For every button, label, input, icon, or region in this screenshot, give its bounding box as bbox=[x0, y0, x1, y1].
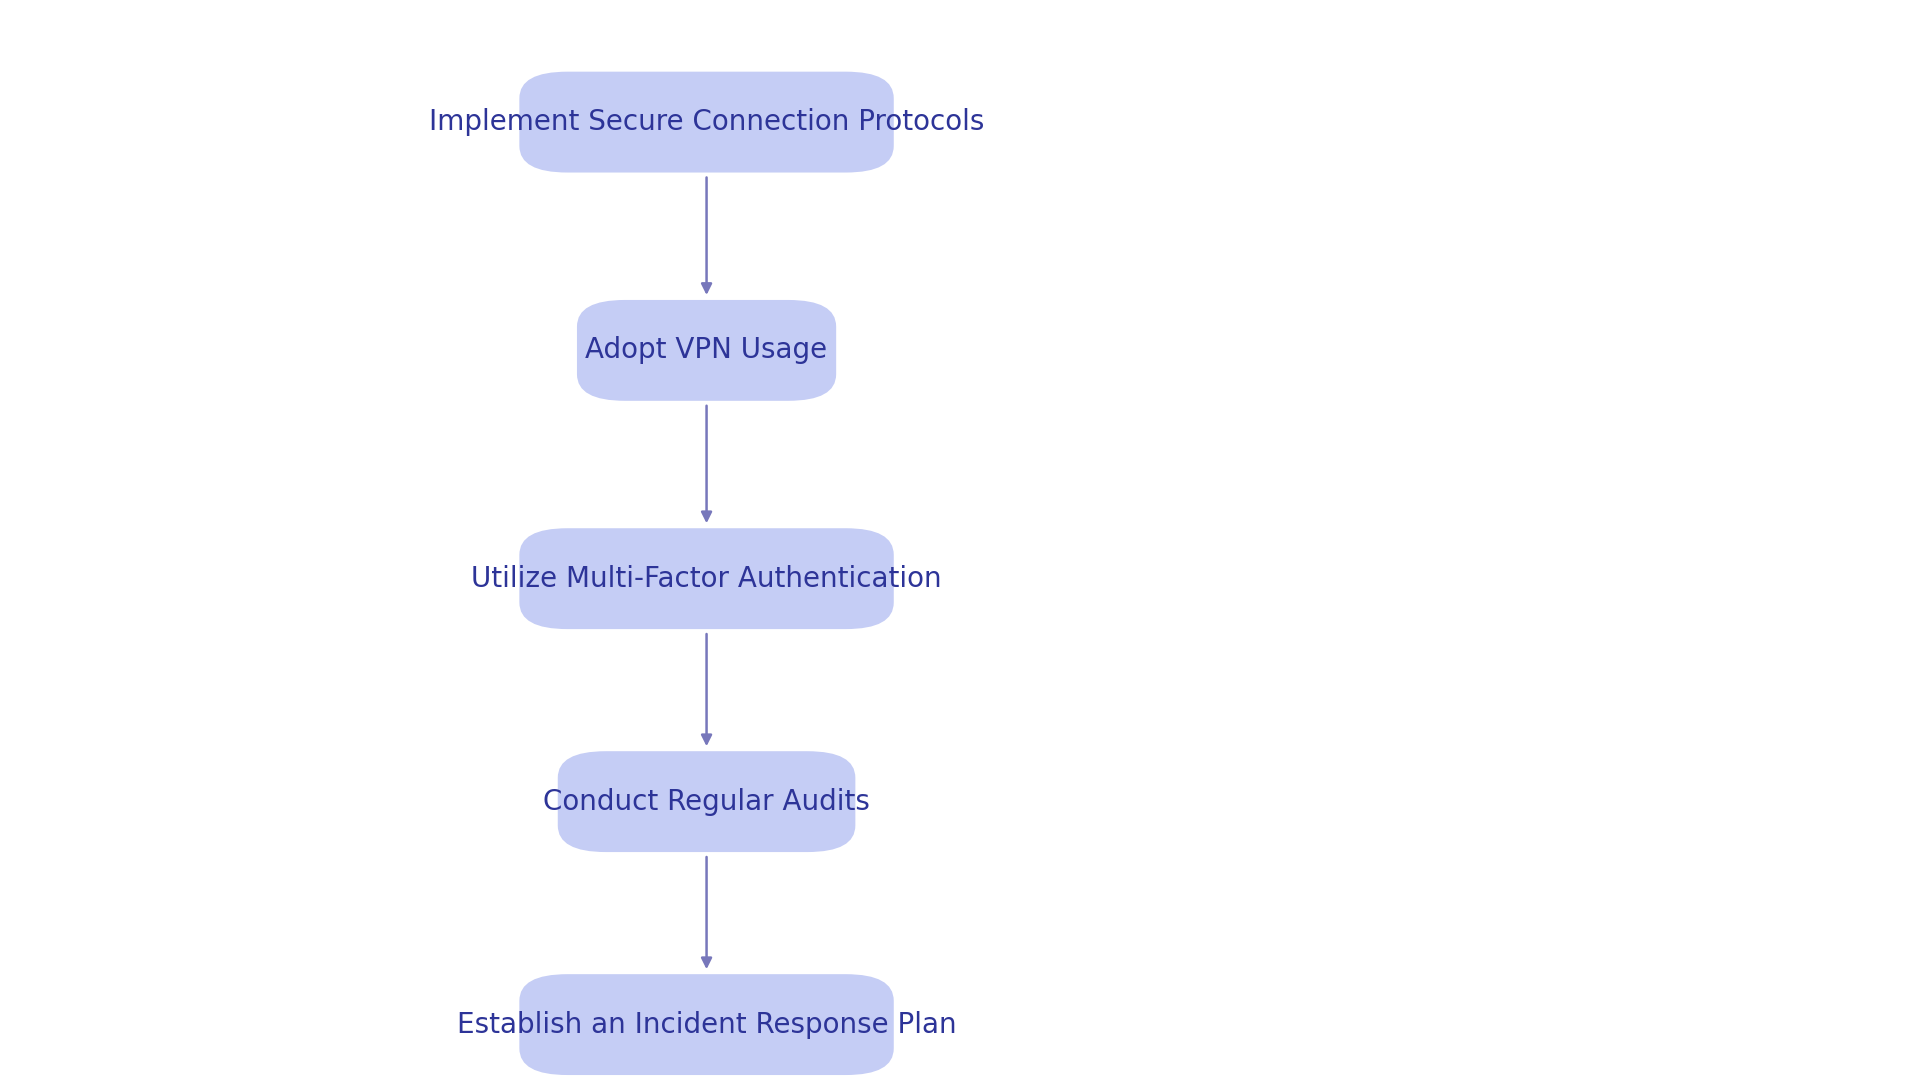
FancyBboxPatch shape bbox=[518, 71, 893, 172]
FancyBboxPatch shape bbox=[576, 300, 837, 401]
Text: Establish an Incident Response Plan: Establish an Incident Response Plan bbox=[457, 1010, 956, 1039]
Text: Conduct Regular Audits: Conduct Regular Audits bbox=[543, 787, 870, 815]
FancyBboxPatch shape bbox=[518, 975, 893, 1075]
Text: Adopt VPN Usage: Adopt VPN Usage bbox=[586, 337, 828, 364]
FancyBboxPatch shape bbox=[518, 529, 893, 629]
Text: Implement Secure Connection Protocols: Implement Secure Connection Protocols bbox=[428, 108, 985, 136]
Text: Utilize Multi-Factor Authentication: Utilize Multi-Factor Authentication bbox=[470, 564, 943, 592]
FancyBboxPatch shape bbox=[557, 752, 856, 852]
